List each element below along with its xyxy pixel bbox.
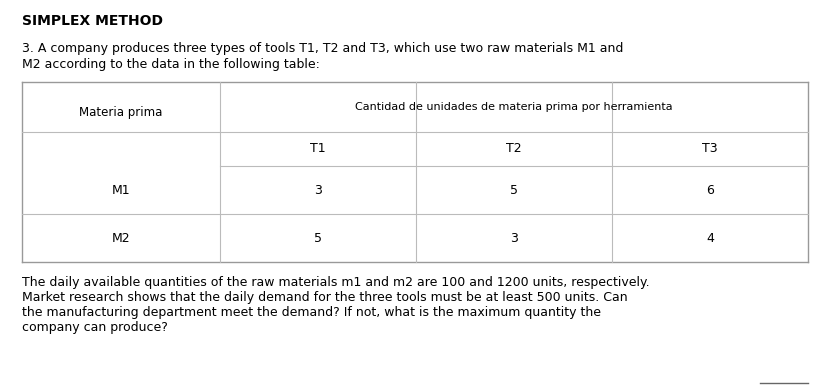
Text: Cantidad de unidades de materia prima por herramienta: Cantidad de unidades de materia prima po… (354, 102, 672, 112)
Text: 6: 6 (705, 184, 713, 196)
Text: 3: 3 (314, 184, 321, 196)
Text: M1: M1 (112, 184, 130, 196)
Text: 5: 5 (314, 232, 321, 244)
Text: The daily available quantities of the raw materials m1 and m2 are 100 and 1200 u: The daily available quantities of the ra… (22, 276, 649, 289)
Text: M2 according to the data in the following table:: M2 according to the data in the followin… (22, 58, 320, 71)
Text: 3: 3 (509, 232, 518, 244)
Text: Market research shows that the daily demand for the three tools must be at least: Market research shows that the daily dem… (22, 291, 627, 304)
Text: 4: 4 (705, 232, 713, 244)
Text: Materia prima: Materia prima (79, 106, 162, 119)
Text: M2: M2 (112, 232, 130, 244)
Text: 5: 5 (509, 184, 518, 196)
Text: 3. A company produces three types of tools T1, T2 and T3, which use two raw mate: 3. A company produces three types of too… (22, 42, 623, 55)
Text: T3: T3 (701, 142, 717, 156)
Text: the manufacturing department meet the demand? If not, what is the maximum quanti: the manufacturing department meet the de… (22, 306, 600, 319)
Text: SIMPLEX METHOD: SIMPLEX METHOD (22, 14, 163, 28)
Text: T1: T1 (310, 142, 325, 156)
Text: T2: T2 (506, 142, 521, 156)
Text: company can produce?: company can produce? (22, 321, 168, 334)
